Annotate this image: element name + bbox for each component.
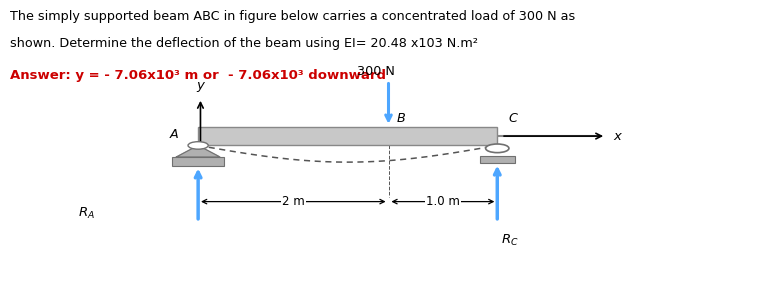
Text: $R_C$: $R_C$ <box>501 233 519 248</box>
Text: A: A <box>170 128 179 141</box>
Bar <box>480 156 514 163</box>
Text: x: x <box>614 130 622 143</box>
Polygon shape <box>176 145 220 157</box>
Text: y: y <box>197 79 204 92</box>
Text: 300 N: 300 N <box>357 65 395 78</box>
Text: 1.0 m: 1.0 m <box>426 195 460 208</box>
Text: C: C <box>509 112 517 125</box>
Text: shown. Determine the deflection of the beam using EI= 20.48 x103 N.m²: shown. Determine the deflection of the b… <box>10 37 478 50</box>
Text: Answer: y = - 7.06x10³ m or  - 7.06x10³ downward: Answer: y = - 7.06x10³ m or - 7.06x10³ d… <box>10 69 386 82</box>
Text: The simply supported beam ABC in figure below carries a concentrated load of 300: The simply supported beam ABC in figure … <box>10 10 575 23</box>
Bar <box>172 157 225 166</box>
Bar <box>198 127 497 145</box>
Text: B: B <box>396 112 405 125</box>
Circle shape <box>188 142 208 149</box>
Circle shape <box>486 144 509 153</box>
Text: 2 m: 2 m <box>282 195 305 208</box>
Text: $R_A$: $R_A$ <box>78 206 95 221</box>
